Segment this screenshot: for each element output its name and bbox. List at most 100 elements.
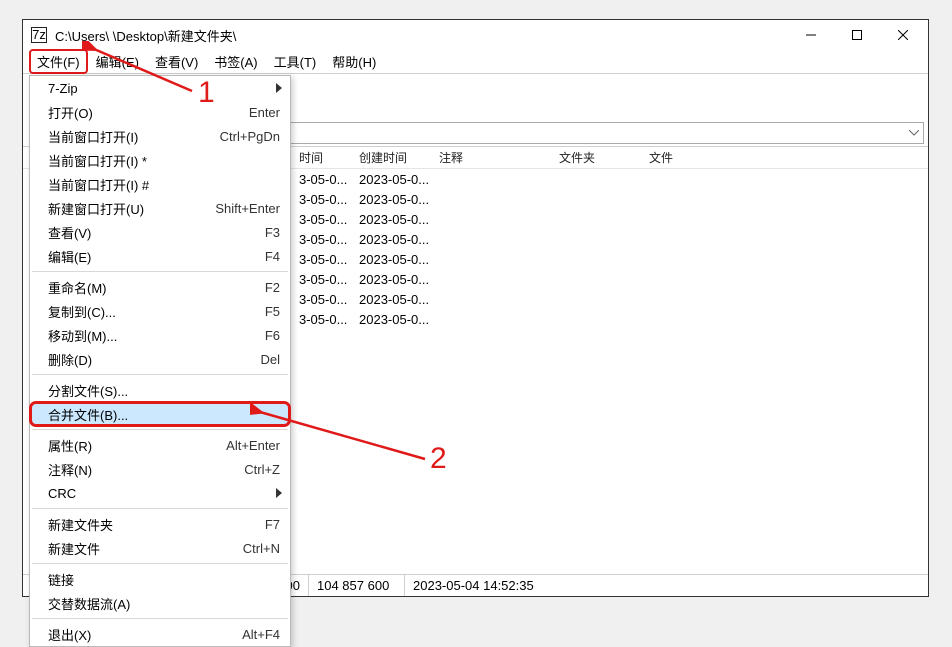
menu-item-label: 新建文件: [48, 539, 243, 558]
cell-time: 3-05-0...: [291, 212, 351, 227]
menu-item--u-[interactable]: 新建窗口打开(U)Shift+Enter: [30, 196, 290, 220]
menu-item-shortcut: F2: [265, 280, 280, 295]
menu-item--i-[interactable]: 当前窗口打开(I) *: [30, 148, 290, 172]
menu-item-label: 复制到(C)...: [48, 302, 265, 321]
menu-item-shortcut: F5: [265, 304, 280, 319]
menu-tools[interactable]: 工具(T): [266, 49, 325, 74]
menu-item--b-[interactable]: 合并文件(B)...: [30, 402, 290, 426]
chevron-down-icon[interactable]: [909, 130, 919, 136]
cell-created: 2023-05-0...: [351, 252, 431, 267]
menu-item-label: 链接: [48, 570, 280, 589]
menu-item--c-[interactable]: 复制到(C)...F5: [30, 299, 290, 323]
menu-item-label: CRC: [48, 486, 280, 501]
menu-item--[interactable]: 链接: [30, 567, 290, 591]
cell-time: 3-05-0...: [291, 172, 351, 187]
menu-item-label: 当前窗口打开(I): [48, 127, 220, 146]
menu-item-shortcut: Shift+Enter: [215, 201, 280, 216]
menu-item-label: 重命名(M): [48, 278, 265, 297]
menu-item--s-[interactable]: 分割文件(S)...: [30, 378, 290, 402]
svg-text:7z: 7z: [32, 27, 46, 42]
col-created[interactable]: 创建时间: [351, 149, 431, 166]
status-date: 2023-05-04 14:52:35: [405, 575, 928, 596]
menu-item--m-[interactable]: 移动到(M)...F6: [30, 323, 290, 347]
menu-item--i-[interactable]: 当前窗口打开(I) #: [30, 172, 290, 196]
menu-item-shortcut: Enter: [249, 105, 280, 120]
titlebar: 7z C:\Users\ \Desktop\新建文件夹\: [23, 20, 928, 50]
menu-item-label: 查看(V): [48, 223, 265, 242]
menu-item-shortcut: F7: [265, 517, 280, 532]
menu-item-label: 注释(N): [48, 460, 244, 479]
cell-time: 3-05-0...: [291, 192, 351, 207]
menubar: 文件(F) 编辑(E) 查看(V) 书签(A) 工具(T) 帮助(H): [23, 50, 928, 74]
chevron-right-icon: [276, 488, 282, 498]
menu-item-shortcut: Ctrl+PgDn: [220, 129, 280, 144]
cell-time: 3-05-0...: [291, 252, 351, 267]
cell-created: 2023-05-0...: [351, 292, 431, 307]
app-window: 7z C:\Users\ \Desktop\新建文件夹\ 文件(F) 编辑(E): [23, 20, 928, 596]
menu-item-label: 分割文件(S)...: [48, 381, 280, 400]
menu-item-7-zip[interactable]: 7-Zip: [30, 76, 290, 100]
cell-time: 3-05-0...: [291, 292, 351, 307]
status-size: 104 857 600: [309, 575, 405, 596]
file-menu-dropdown: 7-Zip打开(O)Enter当前窗口打开(I)Ctrl+PgDn当前窗口打开(…: [29, 75, 291, 647]
menu-item--[interactable]: 新建文件Ctrl+N: [30, 536, 290, 560]
cell-created: 2023-05-0...: [351, 232, 431, 247]
menu-view[interactable]: 查看(V): [147, 49, 206, 74]
menu-item--o-[interactable]: 打开(O)Enter: [30, 100, 290, 124]
menu-item-shortcut: F6: [265, 328, 280, 343]
menu-item-shortcut: Ctrl+N: [243, 541, 280, 556]
menu-item-label: 新建窗口打开(U): [48, 199, 215, 218]
menu-item-shortcut: F4: [265, 249, 280, 264]
maximize-button[interactable]: [834, 20, 880, 50]
menu-item-label: 合并文件(B)...: [48, 405, 280, 424]
menu-item-label: 当前窗口打开(I) *: [48, 151, 280, 170]
cell-created: 2023-05-0...: [351, 192, 431, 207]
menu-bookmarks[interactable]: 书签(A): [206, 49, 265, 74]
menu-item--r-[interactable]: 属性(R)Alt+Enter: [30, 433, 290, 457]
menu-item-shortcut: Ctrl+Z: [244, 462, 280, 477]
menu-item-shortcut: F3: [265, 225, 280, 240]
menu-item-label: 移动到(M)...: [48, 326, 265, 345]
menu-item--e-[interactable]: 编辑(E)F4: [30, 244, 290, 268]
close-button[interactable]: [880, 20, 926, 50]
app-icon: 7z: [31, 27, 47, 43]
window-title: C:\Users\ \Desktop\新建文件夹\: [53, 26, 788, 45]
cell-created: 2023-05-0...: [351, 212, 431, 227]
menu-item-label: 新建文件夹: [48, 515, 265, 534]
menu-item-shortcut: Alt+F4: [242, 627, 280, 642]
menu-item-label: 打开(O): [48, 103, 249, 122]
menu-help[interactable]: 帮助(H): [324, 49, 384, 74]
menu-item-label: 删除(D): [48, 350, 260, 369]
menu-item-label: 属性(R): [48, 436, 226, 455]
cell-created: 2023-05-0...: [351, 172, 431, 187]
menu-item--a-[interactable]: 交替数据流(A): [30, 591, 290, 615]
col-folder[interactable]: 文件夹: [551, 149, 641, 166]
menu-item--d-[interactable]: 删除(D)Del: [30, 347, 290, 371]
menu-item-label: 当前窗口打开(I) #: [48, 175, 280, 194]
menu-item--m-[interactable]: 重命名(M)F2: [30, 275, 290, 299]
menu-item-shortcut: Alt+Enter: [226, 438, 280, 453]
menu-item-label: 7-Zip: [48, 81, 280, 96]
menu-item-label: 编辑(E): [48, 247, 265, 266]
col-file[interactable]: 文件: [641, 149, 711, 166]
cell-created: 2023-05-0...: [351, 312, 431, 327]
menu-item-label: 交替数据流(A): [48, 594, 280, 613]
menu-item--n-[interactable]: 注释(N)Ctrl+Z: [30, 457, 290, 481]
menu-item-shortcut: Del: [260, 352, 280, 367]
minimize-button[interactable]: [788, 20, 834, 50]
chevron-right-icon: [276, 83, 282, 93]
menu-item--[interactable]: 新建文件夹F7: [30, 512, 290, 536]
menu-file[interactable]: 文件(F): [29, 49, 88, 74]
menu-item--i-[interactable]: 当前窗口打开(I)Ctrl+PgDn: [30, 124, 290, 148]
cell-created: 2023-05-0...: [351, 272, 431, 287]
menu-item--v-[interactable]: 查看(V)F3: [30, 220, 290, 244]
col-comment[interactable]: 注释: [431, 149, 551, 166]
cell-time: 3-05-0...: [291, 232, 351, 247]
col-time[interactable]: 时间: [291, 149, 351, 166]
menu-item-label: 退出(X): [48, 625, 242, 644]
menu-item-crc[interactable]: CRC: [30, 481, 290, 505]
menu-item--x-[interactable]: 退出(X)Alt+F4: [30, 622, 290, 646]
cell-time: 3-05-0...: [291, 272, 351, 287]
menu-edit[interactable]: 编辑(E): [88, 49, 147, 74]
cell-time: 3-05-0...: [291, 312, 351, 327]
